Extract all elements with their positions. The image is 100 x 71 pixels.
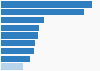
Bar — [1, 9, 84, 15]
Bar — [1, 48, 34, 54]
Bar — [1, 1, 92, 8]
Bar — [1, 56, 30, 62]
Bar — [1, 17, 44, 23]
Bar — [1, 63, 23, 70]
Bar — [1, 40, 35, 46]
Bar — [1, 25, 39, 31]
Bar — [1, 32, 38, 39]
